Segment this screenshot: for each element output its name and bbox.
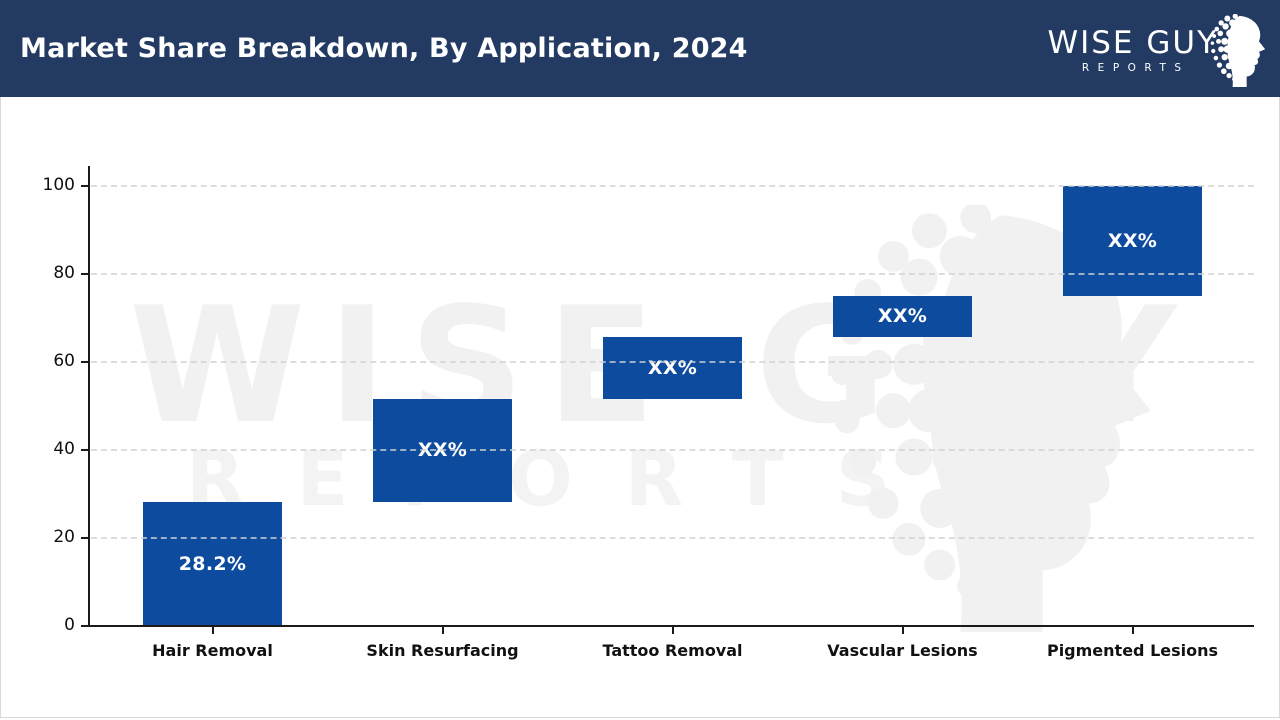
bar-segment: XX% [833, 296, 972, 337]
x-tick [1131, 627, 1134, 634]
y-tick-label: 80 [53, 263, 75, 283]
x-axis-line [88, 625, 1254, 627]
grid-line [91, 273, 1254, 275]
bar-value-label: XX% [877, 305, 928, 328]
y-tick-label: 100 [42, 175, 75, 195]
x-tick-label: Vascular Lesions [827, 641, 978, 660]
bar-segment: XX% [603, 336, 742, 399]
grid-line [91, 361, 1254, 363]
y-tick [81, 185, 88, 187]
x-tick-label: Pigmented Lesions [1046, 641, 1219, 660]
y-tick [81, 625, 88, 627]
x-tick-label: Hair Removal [152, 641, 273, 660]
grid-line [91, 449, 1254, 451]
y-tick-label: 60 [53, 351, 75, 371]
x-tick [671, 627, 674, 634]
y-tick-label: 20 [53, 527, 75, 547]
y-tick [81, 273, 88, 275]
bar-value-label: 28.2% [178, 552, 247, 575]
x-tick [441, 627, 444, 634]
logo-head-icon [1210, 13, 1266, 87]
y-tick-label: 40 [53, 439, 75, 459]
logo-wordmark: WISE GUY REPORTS [1047, 24, 1218, 74]
grid-line [91, 185, 1254, 187]
y-tick [81, 361, 88, 363]
y-axis-line [88, 166, 90, 625]
wise-guy-logo: WISE GUY REPORTS [1047, 13, 1266, 88]
bar-value-label: XX% [1107, 230, 1158, 252]
bar-segment: 28.2% [143, 501, 282, 626]
chart-title: Market Share Breakdown, By Application, … [20, 33, 748, 64]
x-tick-label: Skin Resurfacing [366, 641, 519, 660]
watermark-text-line2: REPORTS [186, 434, 943, 523]
logo-wordmark-line1: WISE GUY [1047, 24, 1218, 61]
y-tick [81, 449, 88, 451]
grid-line [91, 537, 1254, 539]
y-tick [81, 537, 88, 539]
x-tick [901, 627, 904, 634]
x-tick-label: Tattoo Removal [602, 641, 743, 660]
header-bar: Market Share Breakdown, By Application, … [0, 0, 1280, 97]
y-tick-label: 0 [64, 615, 75, 635]
logo-wordmark-line2: REPORTS [1081, 61, 1190, 74]
x-tick [211, 627, 214, 634]
bar-segment: XX% [1063, 186, 1202, 296]
